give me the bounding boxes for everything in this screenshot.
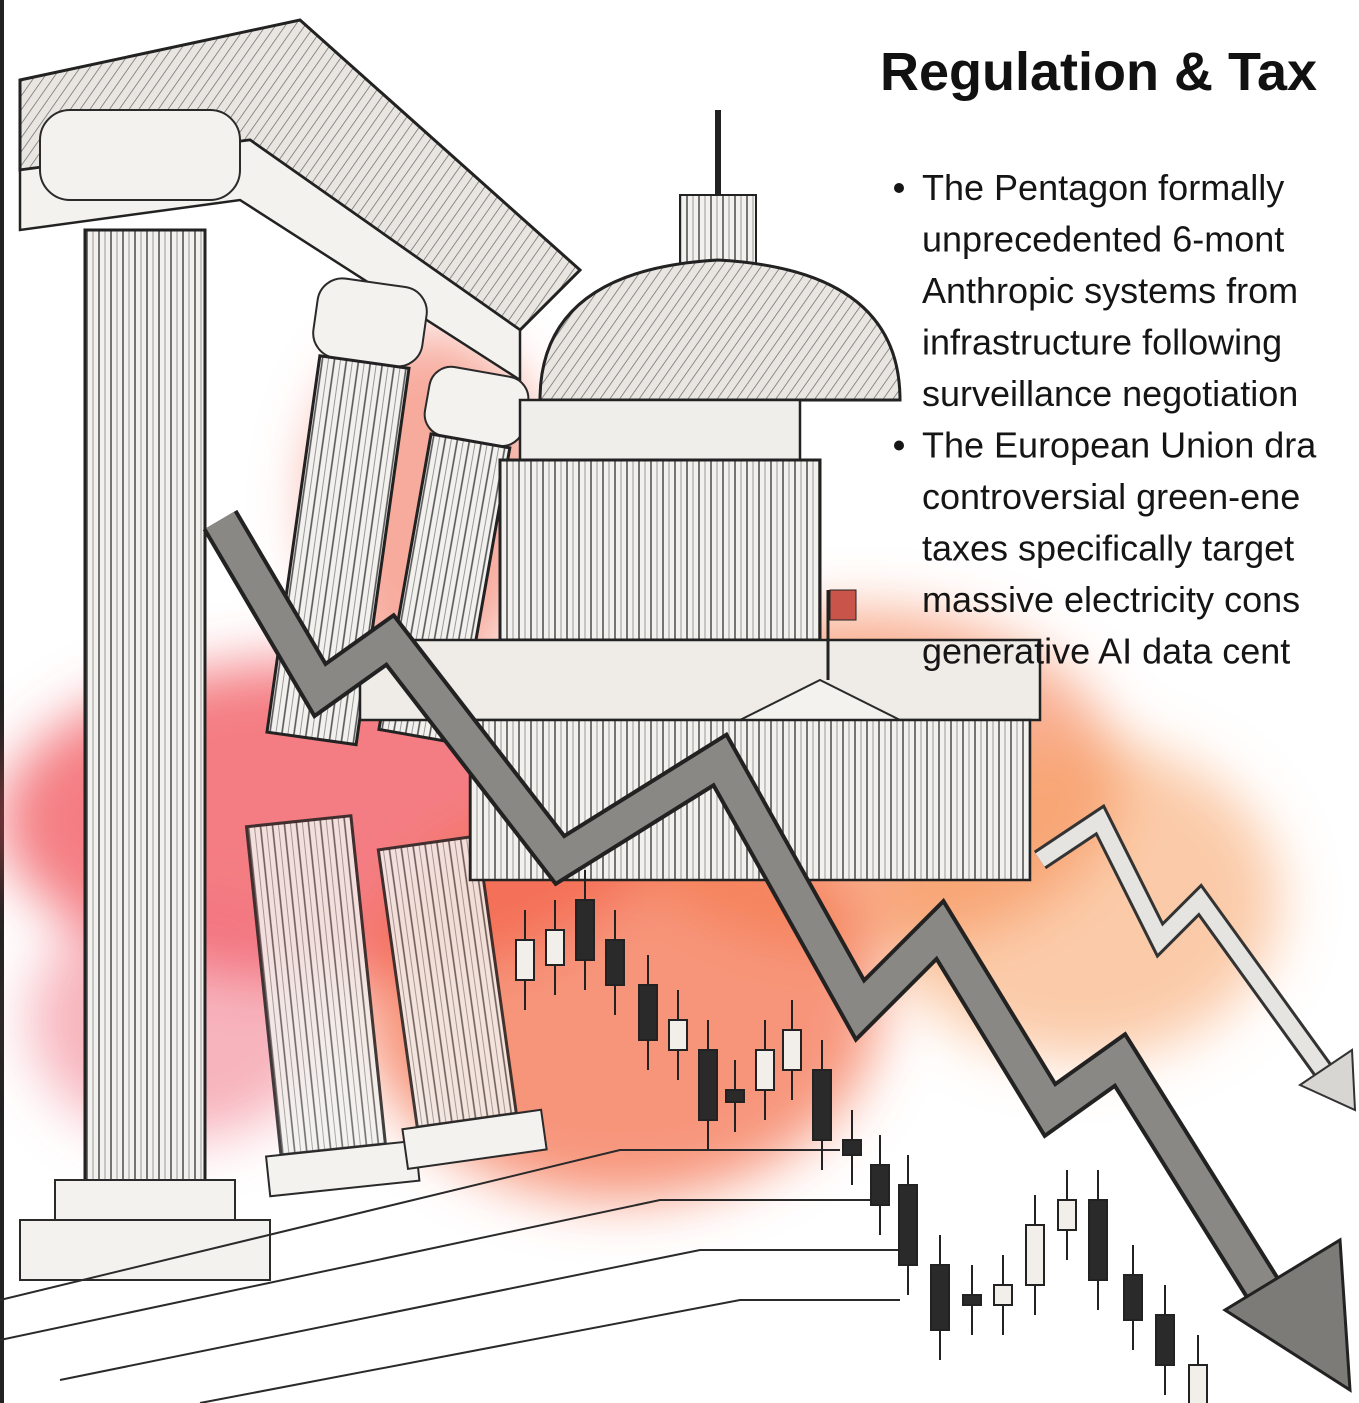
candle-body xyxy=(843,1140,861,1155)
left-border xyxy=(0,0,4,1403)
candle-body xyxy=(726,1090,744,1102)
bullet-line: unprecedented 6-mont xyxy=(922,219,1284,260)
bullet-line: The Pentagon formally xyxy=(922,167,1284,208)
candle-body xyxy=(1089,1200,1107,1280)
candle-body xyxy=(1026,1225,1044,1285)
candle-body xyxy=(639,985,657,1040)
candle-body xyxy=(1189,1365,1207,1403)
slide: Regulation & Tax The Pentagon formally un… xyxy=(0,0,1359,1403)
candle-body xyxy=(813,1070,831,1140)
candle-body xyxy=(963,1295,981,1305)
bullet-line: taxes specifically target xyxy=(922,528,1294,569)
candle-body xyxy=(516,940,534,980)
bullet-line: The European Union dra xyxy=(922,425,1317,466)
slide-title: Regulation & Tax xyxy=(880,42,1317,102)
candle-body xyxy=(756,1050,774,1090)
candle-body xyxy=(1124,1275,1142,1320)
bullet-dot xyxy=(894,441,904,451)
bullet-line: Anthropic systems from xyxy=(922,270,1298,311)
candle-body xyxy=(669,1020,687,1050)
candle-body xyxy=(576,900,594,960)
bullet-dot xyxy=(894,183,904,193)
candle-body xyxy=(546,930,564,965)
candle-body xyxy=(606,940,624,985)
candle-body xyxy=(994,1285,1012,1305)
candle-body xyxy=(899,1185,917,1265)
candle-body xyxy=(1156,1315,1174,1365)
bullet-line: controversial green-ene xyxy=(922,476,1300,517)
page: {"slide": { "title": "Regulation & Tax",… xyxy=(0,0,1359,1403)
candle-body xyxy=(1058,1200,1076,1230)
candle-body xyxy=(699,1050,717,1120)
candle-body xyxy=(783,1030,801,1070)
candle-body xyxy=(931,1265,949,1330)
bullet-line: surveillance negotiation xyxy=(922,373,1298,414)
bullet-line: generative AI data cent xyxy=(922,631,1290,672)
bullet-line: massive electricity cons xyxy=(922,579,1300,620)
bullet-list: The Pentagon formally unprecedented 6-mon… xyxy=(894,167,1317,672)
candle-body xyxy=(871,1165,889,1205)
bullet-line: infrastructure following xyxy=(922,322,1282,363)
